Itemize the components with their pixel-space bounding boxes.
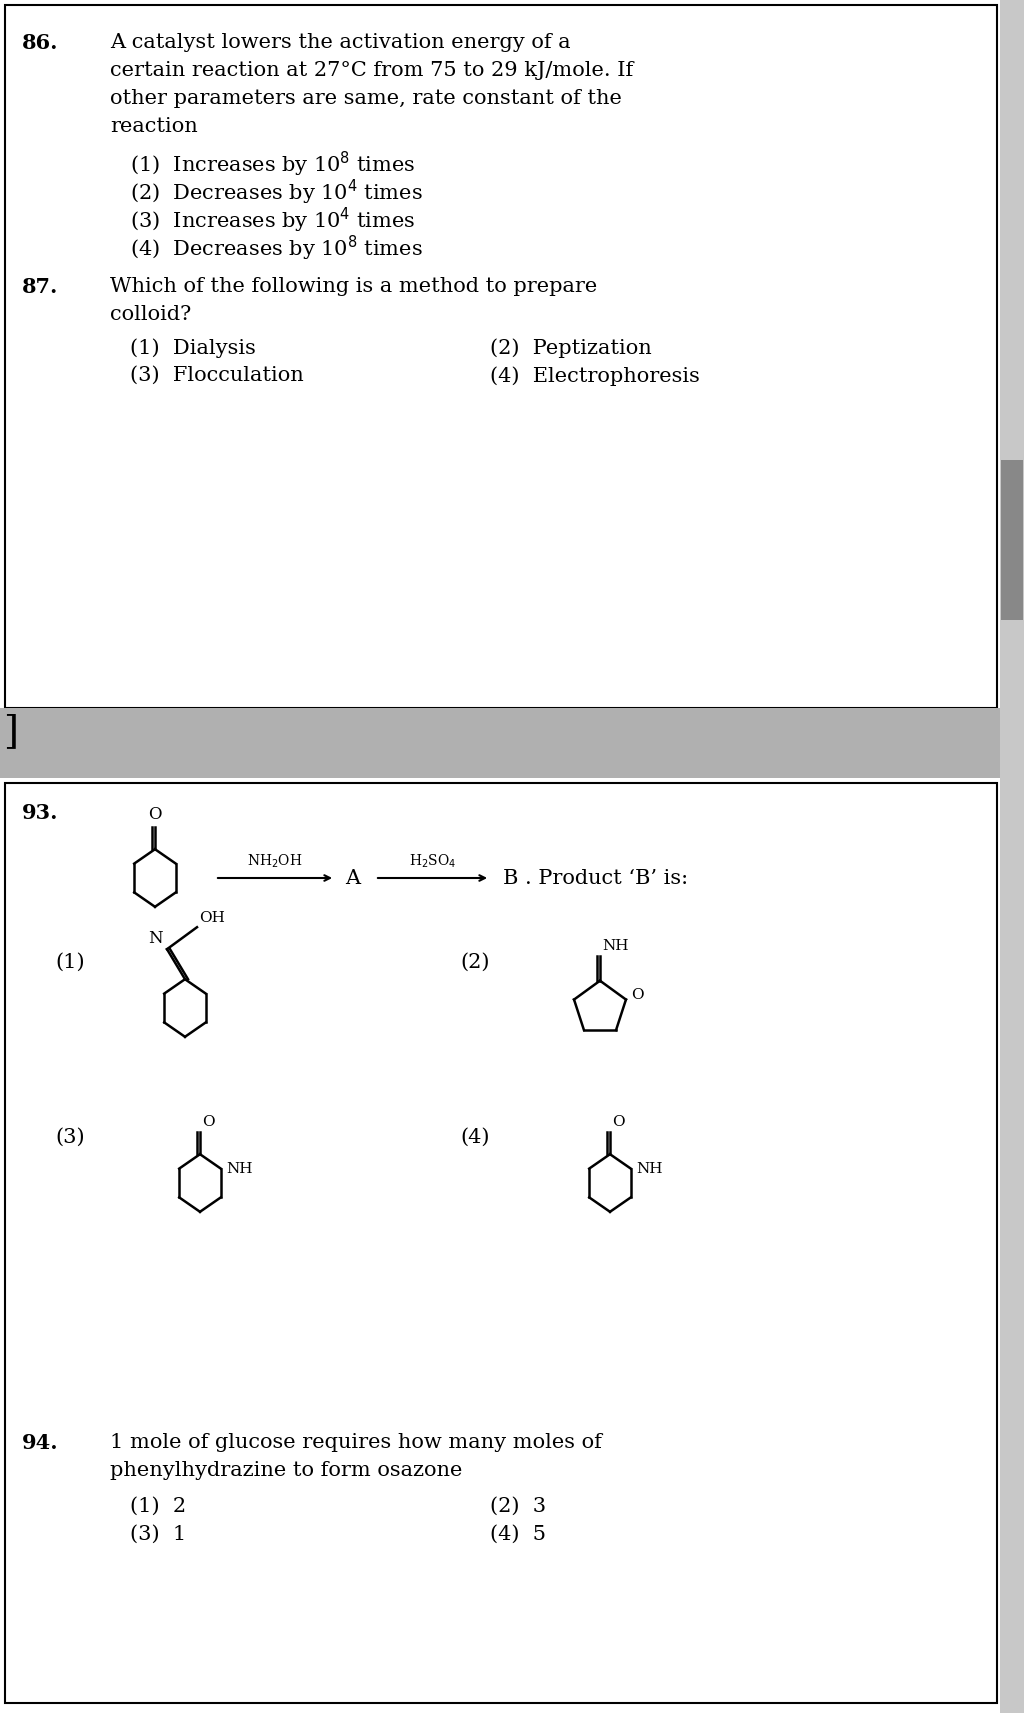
Text: O: O [148,807,162,824]
Bar [1000,0,1024,1713]
Text: O: O [631,988,644,1002]
Text: (3)  Flocculation: (3) Flocculation [130,367,304,385]
Text: (4)  Electrophoresis: (4) Electrophoresis [490,367,699,385]
Text: B . Product ‘B’ is:: B . Product ‘B’ is: [503,868,688,887]
Bar [5,5,997,707]
Text: ]: ] [3,713,18,750]
Text: (3)  1: (3) 1 [130,1525,186,1543]
Text: reaction: reaction [110,116,198,135]
Text: NH: NH [602,939,629,952]
Text: (2)  Peptization: (2) Peptization [490,337,651,358]
Text: 86.: 86. [22,33,58,53]
Bar [5,783,997,1703]
Text: 94.: 94. [22,1434,58,1453]
Text: A: A [345,868,360,887]
Text: O: O [612,1115,625,1129]
Text: O: O [202,1115,215,1129]
Text: (1): (1) [55,952,85,971]
Text: OH: OH [199,911,225,925]
Text: H$_{2}$SO$_{4}$: H$_{2}$SO$_{4}$ [409,853,457,870]
Text: NH: NH [225,1161,252,1175]
Text: (2): (2) [460,952,489,971]
Text: colloid?: colloid? [110,305,191,324]
Text: (4): (4) [460,1127,489,1148]
Text: (3): (3) [55,1127,85,1148]
Text: other parameters are same, rate constant of the: other parameters are same, rate constant… [110,89,622,108]
Text: 93.: 93. [22,803,58,822]
Text: phenylhydrazine to form osazone: phenylhydrazine to form osazone [110,1461,463,1480]
Text: NH$_{2}$OH: NH$_{2}$OH [247,853,303,870]
Text: (1)  Increases by 10$^{8}$ times: (1) Increases by 10$^{8}$ times [130,151,416,180]
Text: certain reaction at 27°C from 75 to 29 kJ/mole. If: certain reaction at 27°C from 75 to 29 k… [110,62,633,81]
Text: NH: NH [636,1161,663,1175]
Text: (2)  3: (2) 3 [490,1497,546,1516]
Text: (3)  Increases by 10$^{4}$ times: (3) Increases by 10$^{4}$ times [130,206,416,235]
Text: (1)  2: (1) 2 [130,1497,186,1516]
Text: (1)  Dialysis: (1) Dialysis [130,337,256,358]
Bar [0,707,1024,778]
Text: 87.: 87. [22,278,58,296]
Text: 1 mole of glucose requires how many moles of: 1 mole of glucose requires how many mole… [110,1434,602,1453]
Text: (2)  Decreases by 10$^{4}$ times: (2) Decreases by 10$^{4}$ times [130,178,423,207]
Bar [1001,461,1023,620]
Text: A catalyst lowers the activation energy of a: A catalyst lowers the activation energy … [110,33,570,51]
Text: (4)  5: (4) 5 [490,1525,546,1543]
Text: Which of the following is a method to prepare: Which of the following is a method to pr… [110,278,597,296]
Text: N: N [148,930,163,947]
Text: (4)  Decreases by 10$^{8}$ times: (4) Decreases by 10$^{8}$ times [130,235,423,264]
